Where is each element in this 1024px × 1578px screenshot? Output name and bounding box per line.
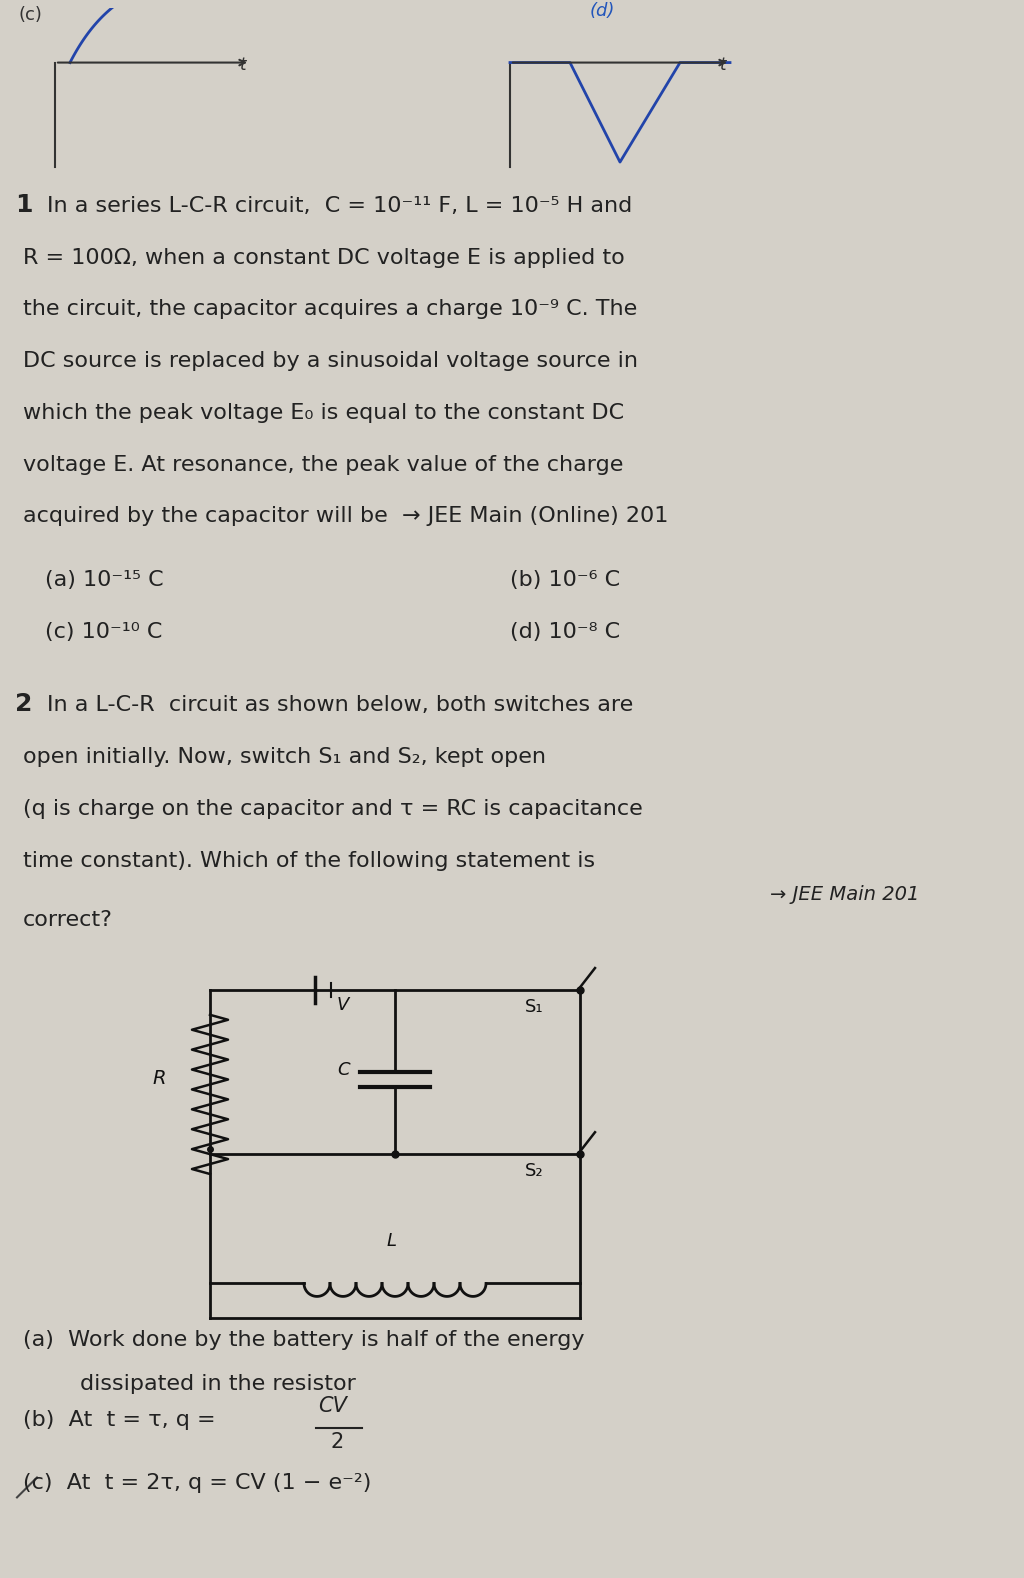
- Text: t: t: [240, 55, 247, 74]
- Text: L: L: [387, 1232, 397, 1250]
- Text: the circuit, the capacitor acquires a charge 10⁻⁹ C. The: the circuit, the capacitor acquires a ch…: [23, 300, 637, 319]
- Text: C: C: [337, 1060, 349, 1078]
- Text: R = 100Ω, when a constant DC voltage E is applied to: R = 100Ω, when a constant DC voltage E i…: [23, 248, 625, 268]
- Text: (b)  At  t = τ, q =: (b) At t = τ, q =: [23, 1409, 223, 1430]
- Text: which the peak voltage E₀ is equal to the constant DC: which the peak voltage E₀ is equal to th…: [23, 402, 624, 423]
- Text: S₂: S₂: [525, 1161, 544, 1180]
- Text: open initially. Now, switch S₁ and S₂, kept open: open initially. Now, switch S₁ and S₂, k…: [23, 746, 546, 767]
- Text: (c) 10⁻¹⁰ C: (c) 10⁻¹⁰ C: [45, 622, 163, 642]
- Text: (d): (d): [590, 2, 615, 21]
- Text: voltage E. At resonance, the peak value of the charge: voltage E. At resonance, the peak value …: [23, 454, 624, 475]
- Text: 2: 2: [330, 1431, 343, 1452]
- Text: (a) 10⁻¹⁵ C: (a) 10⁻¹⁵ C: [45, 570, 164, 590]
- Text: DC source is replaced by a sinusoidal voltage source in: DC source is replaced by a sinusoidal vo…: [23, 350, 638, 371]
- Text: 2: 2: [15, 693, 33, 716]
- Text: (a)  Work done by the battery is half of the energy: (a) Work done by the battery is half of …: [23, 1330, 585, 1351]
- Text: 1: 1: [15, 193, 33, 216]
- Text: t: t: [720, 55, 726, 74]
- Text: CV: CV: [318, 1397, 347, 1415]
- Text: → JEE Main 201: → JEE Main 201: [770, 885, 920, 904]
- Text: (c)  At  t = 2τ, q = CV (1 − e⁻²): (c) At t = 2τ, q = CV (1 − e⁻²): [23, 1474, 372, 1493]
- Text: V: V: [337, 996, 349, 1013]
- Text: In a L-C-R  circuit as shown below, both switches are: In a L-C-R circuit as shown below, both …: [47, 696, 633, 715]
- Text: In a series L-C-R circuit,  C = 10⁻¹¹ F, L = 10⁻⁵ H and: In a series L-C-R circuit, C = 10⁻¹¹ F, …: [47, 196, 632, 216]
- Text: (b) 10⁻⁶ C: (b) 10⁻⁶ C: [510, 570, 621, 590]
- Text: S₁: S₁: [525, 997, 544, 1016]
- Text: (c): (c): [18, 6, 42, 24]
- Text: (q is charge on the capacitor and τ = RC is capacitance: (q is charge on the capacitor and τ = RC…: [23, 798, 643, 819]
- Text: correct?: correct?: [23, 911, 113, 931]
- Text: acquired by the capacitor will be  → JEE Main (Online) 201: acquired by the capacitor will be → JEE …: [23, 507, 669, 527]
- Text: time constant). Which of the following statement is: time constant). Which of the following s…: [23, 851, 595, 871]
- Text: R: R: [152, 1070, 166, 1089]
- Text: (d) 10⁻⁸ C: (d) 10⁻⁸ C: [510, 622, 621, 642]
- Text: dissipated in the resistor: dissipated in the resistor: [23, 1374, 356, 1393]
